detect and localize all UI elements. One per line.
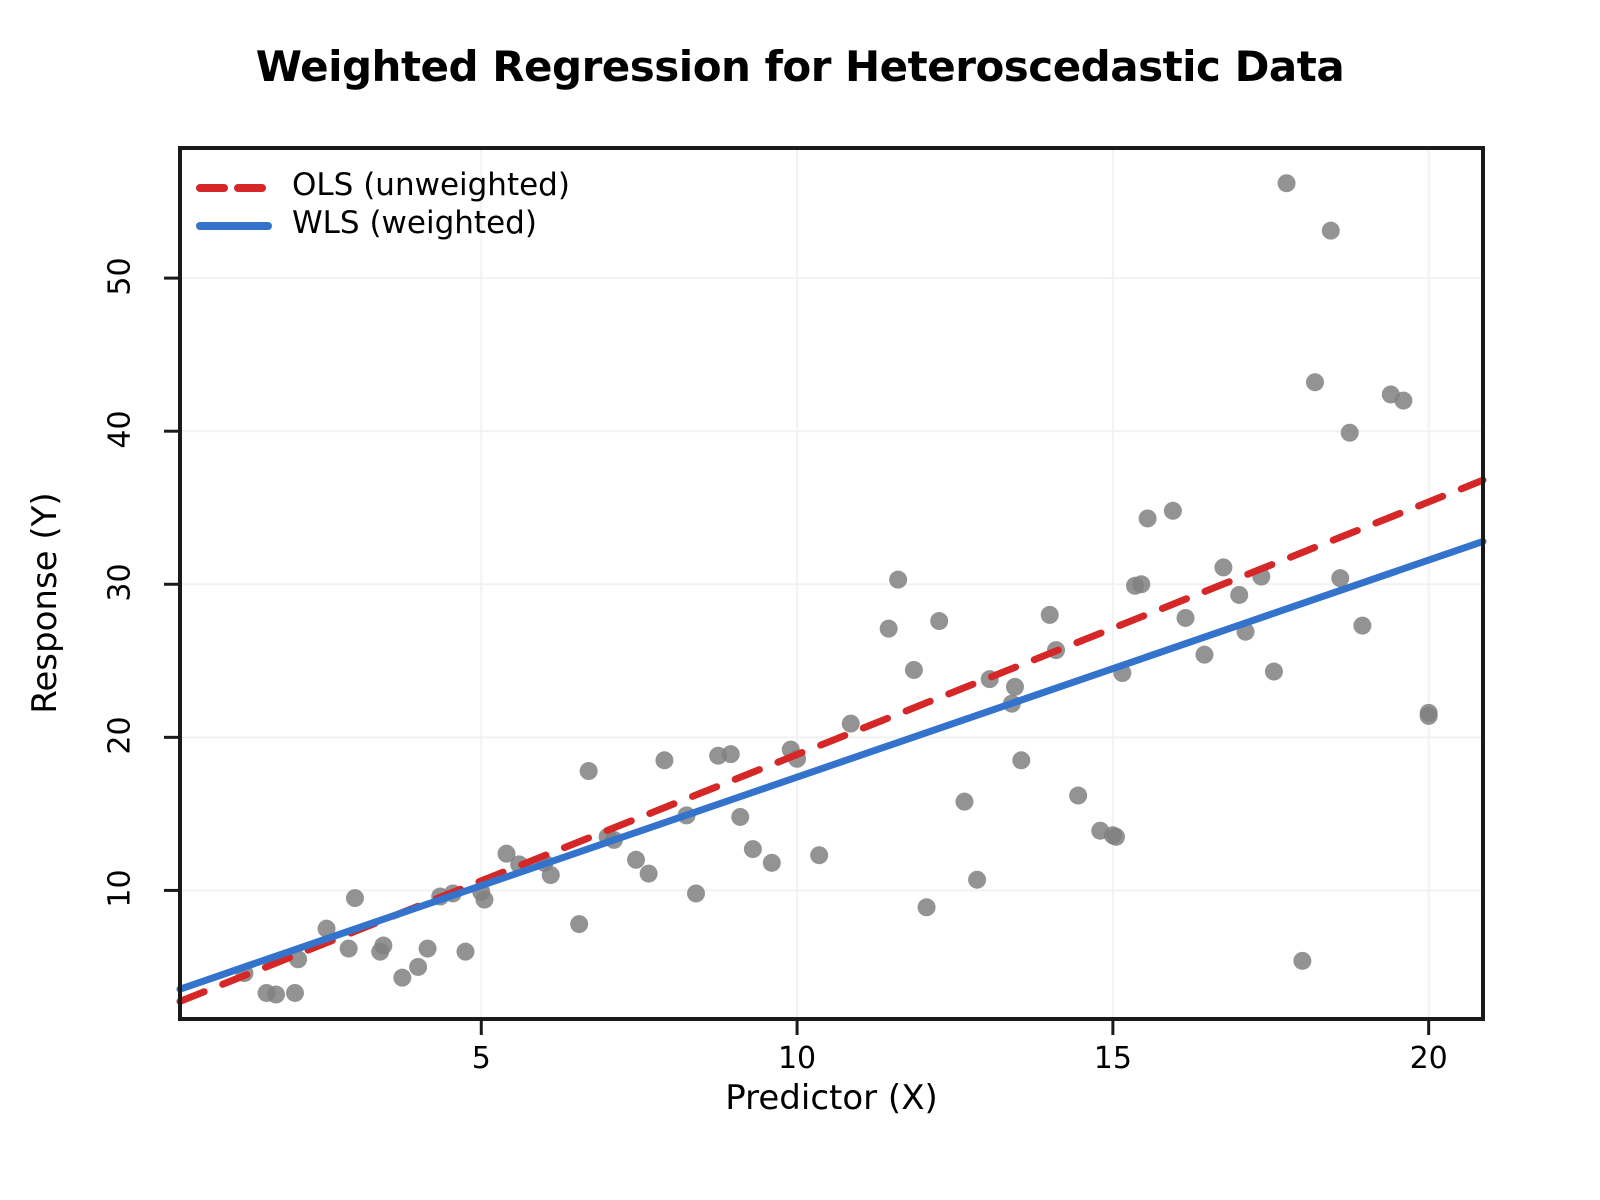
data-point [1340,423,1359,442]
data-point [456,942,475,961]
data-point [904,660,923,679]
data-point [1005,677,1024,696]
data-point [879,619,898,638]
data-point [285,983,304,1002]
x-tick-label: 15 [1093,1041,1132,1076]
data-point [1069,786,1088,805]
data-point [289,950,308,969]
data-point [1195,645,1214,664]
data-point [955,792,974,811]
data-point [1107,827,1126,846]
data-point [930,612,949,631]
data-point [345,889,364,908]
data-point [1040,605,1059,624]
data-point [1138,509,1157,528]
data-point [1394,391,1413,410]
data-point [497,844,516,863]
data-point [409,957,428,976]
data-point [1293,951,1312,970]
data-point [917,898,936,917]
data-point [968,870,987,889]
legend-label: WLS (weighted) [292,205,537,241]
scatter-points [235,174,1438,1004]
data-point [639,864,658,883]
data-point [1419,706,1438,725]
data-point [1264,662,1283,681]
data-point [627,850,646,869]
page-title: Weighted Regression for Heteroscedastic … [255,42,1345,91]
data-point [475,890,494,909]
y-tick-label: 50 [102,257,138,296]
data-point [267,985,286,1004]
legend-label: OLS (unweighted) [292,167,570,203]
data-point [570,915,589,934]
data-point [1214,558,1233,577]
x-axis-label: Predictor (X) [725,1078,938,1118]
data-point [1305,373,1324,392]
y-tick-label: 20 [102,716,138,755]
x-tick-label: 10 [777,1041,817,1076]
data-point [393,968,412,987]
data-point [1331,569,1350,588]
y-tick-label: 40 [102,410,138,449]
data-point [541,866,560,885]
x-tick-label: 5 [471,1041,491,1076]
data-point [731,807,750,826]
data-point [743,840,762,859]
x-tick-label: 20 [1409,1041,1448,1076]
data-point [1012,751,1031,770]
data-point [418,939,437,958]
data-point [1176,608,1195,627]
data-point [841,714,860,733]
data-point [810,846,829,865]
y-tick-label: 30 [102,563,138,602]
data-point [1163,501,1182,520]
regression-line [176,537,1487,993]
y-tick-label: 10 [102,869,138,908]
data-point [1277,174,1296,193]
axis-ticks [164,276,1431,1035]
data-point [762,853,781,872]
data-point [889,570,908,589]
data-point [579,762,598,781]
data-point [1230,585,1249,604]
y-axis-label: Response (Y) [25,492,65,714]
data-point [317,919,336,938]
legend-swatches [196,184,272,230]
data-point [721,745,740,764]
grid-lines [180,148,1483,1019]
data-point [687,884,706,903]
data-point [1321,221,1340,240]
data-point [374,936,393,955]
data-point [1353,616,1372,635]
data-point [339,939,358,958]
data-point [1132,575,1151,594]
regression-lines [176,476,1487,1005]
data-point [655,751,674,770]
